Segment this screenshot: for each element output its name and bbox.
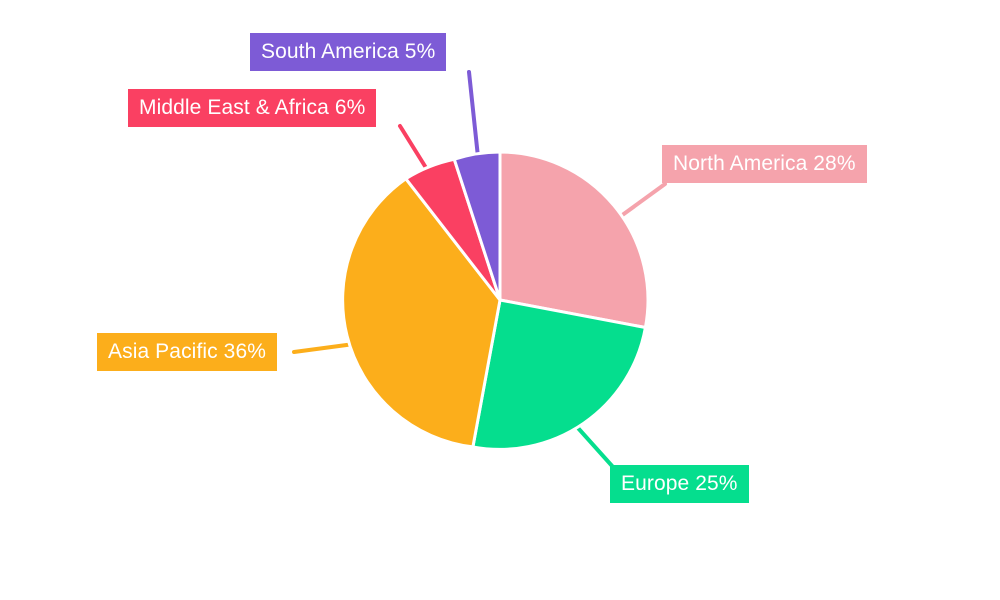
- pie-slice-north-america[interactable]: [498, 150, 650, 330]
- pie-slice-europe[interactable]: [471, 298, 647, 451]
- pie-slices: [341, 150, 650, 451]
- pie-label-north-america[interactable]: North America 28%: [662, 145, 867, 183]
- leader-line-middle-east-africa: [398, 124, 430, 173]
- pie-label-south-america[interactable]: South America 5%: [250, 33, 447, 71]
- leader-line-north-america: [619, 182, 667, 218]
- pie-label-europe[interactable]: Europe 25%: [610, 465, 749, 503]
- leader-lines: [292, 70, 667, 469]
- pie-label-middle-east-africa[interactable]: Middle East & Africa 6%: [128, 89, 377, 127]
- leader-line-europe: [576, 426, 615, 469]
- leader-line-south-america: [467, 70, 480, 159]
- leader-line-asia-pacific: [292, 342, 356, 354]
- pie-slice-south-america[interactable]: [452, 150, 502, 302]
- pie-label-asia-pacific[interactable]: Asia Pacific 36%: [97, 333, 278, 371]
- pie-slice-asia-pacific[interactable]: [341, 177, 502, 449]
